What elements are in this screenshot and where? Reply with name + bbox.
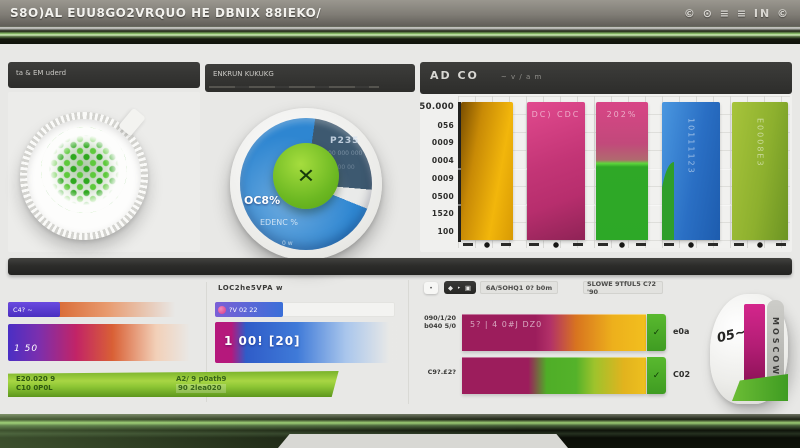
- pie-panel-title: ENKRUN KUKUKG: [213, 70, 274, 78]
- progress-bar-large-middle: 1 00! [20]: [215, 322, 397, 363]
- pie-tiny-label: 0 w: [282, 240, 293, 247]
- window-controls-icons[interactable]: © ⊙ ≡ ≡ IN ©: [683, 6, 790, 20]
- y-tick: 0004: [431, 156, 454, 166]
- handwritten-scribble: 05~: [715, 324, 748, 347]
- accent-stripe-top: [0, 26, 800, 44]
- y-axis: 50.000 056 0009 0004 0009 0500 1520 100: [419, 102, 454, 236]
- progress-value: 1 00! [20]: [224, 334, 301, 348]
- bar-column-green: E0008E3: [732, 102, 788, 240]
- bar-panel-title: AD CO: [430, 69, 479, 82]
- bar-chart: 50.000 056 0009 0004 0009 0500 1520 100 …: [419, 94, 792, 252]
- progress-bar-small-middle: ?V 02 22: [215, 302, 395, 317]
- green-total-bar: E20.020 9 C10 0P0L A2/ 9 p0ath9 90 2lea0…: [8, 371, 339, 397]
- bar-column-magenta: DC) CDC: [527, 102, 585, 240]
- green-bar-right-line2: 90 2lea020: [176, 384, 227, 393]
- toolbar-icons-button[interactable]: ◆ ‣ ▣: [444, 281, 476, 294]
- bar-column-pink-green: 202%: [596, 102, 648, 240]
- pie-panel-header: ENKRUN KUKUKG: [205, 64, 415, 92]
- stacked-hbar-row2: [462, 357, 646, 394]
- magenta-bar: [744, 304, 765, 382]
- row1-value: e0a: [673, 327, 690, 336]
- panel-separator: [206, 282, 207, 402]
- pie-center-button[interactable]: ✕: [273, 143, 339, 209]
- pie-secondary-label: EDENC %: [260, 218, 298, 227]
- green-dot-cluster: [41, 127, 127, 213]
- hbar-inline-text: 5? | 4 0#J DZ0: [470, 320, 543, 329]
- window-title: S8O)AL EUU8GO2VRQUO HE DBNIX 88IEKO/: [10, 6, 322, 20]
- row1-label: 090/1/20 b040 5/0: [414, 314, 456, 330]
- bar-panel-header: AD CO ~ v / a m: [420, 62, 792, 94]
- bar-shadow-feet: [596, 242, 648, 248]
- green-bar-left-text: E20.020 9 C10 0P0L: [16, 375, 55, 393]
- progress-value: 1 50: [14, 344, 39, 354]
- y-tick: 100: [437, 226, 454, 236]
- bar-label-vertical: E0008E3: [755, 118, 765, 168]
- gray-side-band: MOSCOW: [767, 300, 784, 394]
- bar-shadow-feet: [461, 242, 513, 248]
- accent-stripe-bottom: [0, 414, 800, 448]
- pie-slice-label: P235: [330, 136, 360, 146]
- x-icon: ✕: [296, 164, 316, 188]
- bar-label-vertical: 10111123: [686, 118, 696, 175]
- y-axis-line: [458, 102, 461, 242]
- y-tick: 056: [437, 120, 454, 130]
- pink-dot-icon: [218, 305, 226, 314]
- y-tick: 0009: [431, 173, 454, 183]
- progress-segment-blue: ?V 02 22: [215, 302, 283, 317]
- bar-label: DC) CDC: [531, 110, 581, 119]
- green-bar-left-line1: E20.020 9: [16, 375, 56, 383]
- bar-shadow-feet: [662, 242, 720, 248]
- check-cap-row1[interactable]: ✓: [647, 314, 666, 351]
- plot-area: DC) CDC 202% 10111123 E0008E3: [458, 96, 790, 248]
- green-bar-right-text: A2/ 9 p0ath9 90 2lea020: [176, 375, 227, 393]
- filter-chip-1[interactable]: 6A/5OHQ1 0? b0m: [480, 281, 558, 294]
- bar-panel-subtitle: ~ v / a m: [500, 73, 543, 81]
- y-tick: 0500: [431, 191, 454, 201]
- bar-shadow-feet: [527, 242, 585, 248]
- filter-chip-2[interactable]: SLOWE 9TfUL5 C?2 '90: [583, 280, 663, 296]
- vertical-caption: MOSCOW: [771, 316, 780, 378]
- y-tick: 1520: [431, 209, 454, 219]
- sphere-inner-disc: [27, 119, 141, 233]
- y-tick: 50.000: [419, 102, 454, 112]
- mesh-panel-title: ta & EM uderd: [16, 69, 67, 77]
- pie-slice-subtext-1: 00 000 000: [328, 150, 363, 157]
- progress-bar-large-left: 1 50: [8, 324, 198, 361]
- mesh-panel: [8, 92, 200, 252]
- y-tick: 0009: [431, 138, 454, 148]
- row1-label-line2: b040 5/0: [424, 322, 456, 330]
- bar-shadow-feet: [732, 242, 788, 248]
- row2-label-line1: C9?.£2?: [427, 368, 456, 376]
- row1-label-line1: 090/1/20: [424, 314, 456, 322]
- bar-label: 202%: [606, 110, 638, 119]
- mini-dot-button[interactable]: •: [424, 282, 438, 294]
- titlebar: S8O)AL EUU8GO2VRQUO HE DBNIX 88IEKO/ © ⊙…: [0, 0, 800, 26]
- pie-slice-subtext-2: 0 000 00: [328, 164, 355, 171]
- 3d-card-shape: 05~ MOSCOW: [710, 294, 788, 404]
- bottom-light-trapezoid: [278, 434, 568, 448]
- progress-label: ?V 02 22: [229, 305, 258, 314]
- mesh-panel-header: ta & EM uderd: [8, 62, 200, 88]
- progress-segment-purple: C4? ~: [8, 302, 60, 317]
- sphere-notch: [118, 107, 146, 137]
- green-bar-right-line1: A2/ 9 p0ath9: [176, 375, 227, 383]
- progress-bar-small-left: C4? ~: [8, 302, 198, 317]
- row2-value: C02: [673, 370, 691, 379]
- stacked-hbar-row1: 5? | 4 0#J DZ0: [462, 314, 646, 351]
- mesh-sphere-graphic: [20, 107, 148, 240]
- donut-chart: P235 00 000 000 0 000 00 ✕ OC8% EDENC % …: [230, 108, 382, 260]
- green-bar-left-line2: C10 0P0L: [16, 384, 53, 392]
- pie-primary-value: OC8%: [244, 194, 281, 207]
- green-wedge: [732, 374, 788, 401]
- check-cap-row2[interactable]: ✓: [647, 357, 666, 394]
- row2-label: C9?.£2?: [414, 368, 456, 376]
- middle-stats-header: LOC2he5VPA w: [218, 284, 283, 292]
- panel-separator: [408, 280, 409, 404]
- bar-column-blue: 10111123: [662, 102, 720, 240]
- section-divider: [8, 258, 792, 275]
- bar-column-orange: [461, 102, 513, 240]
